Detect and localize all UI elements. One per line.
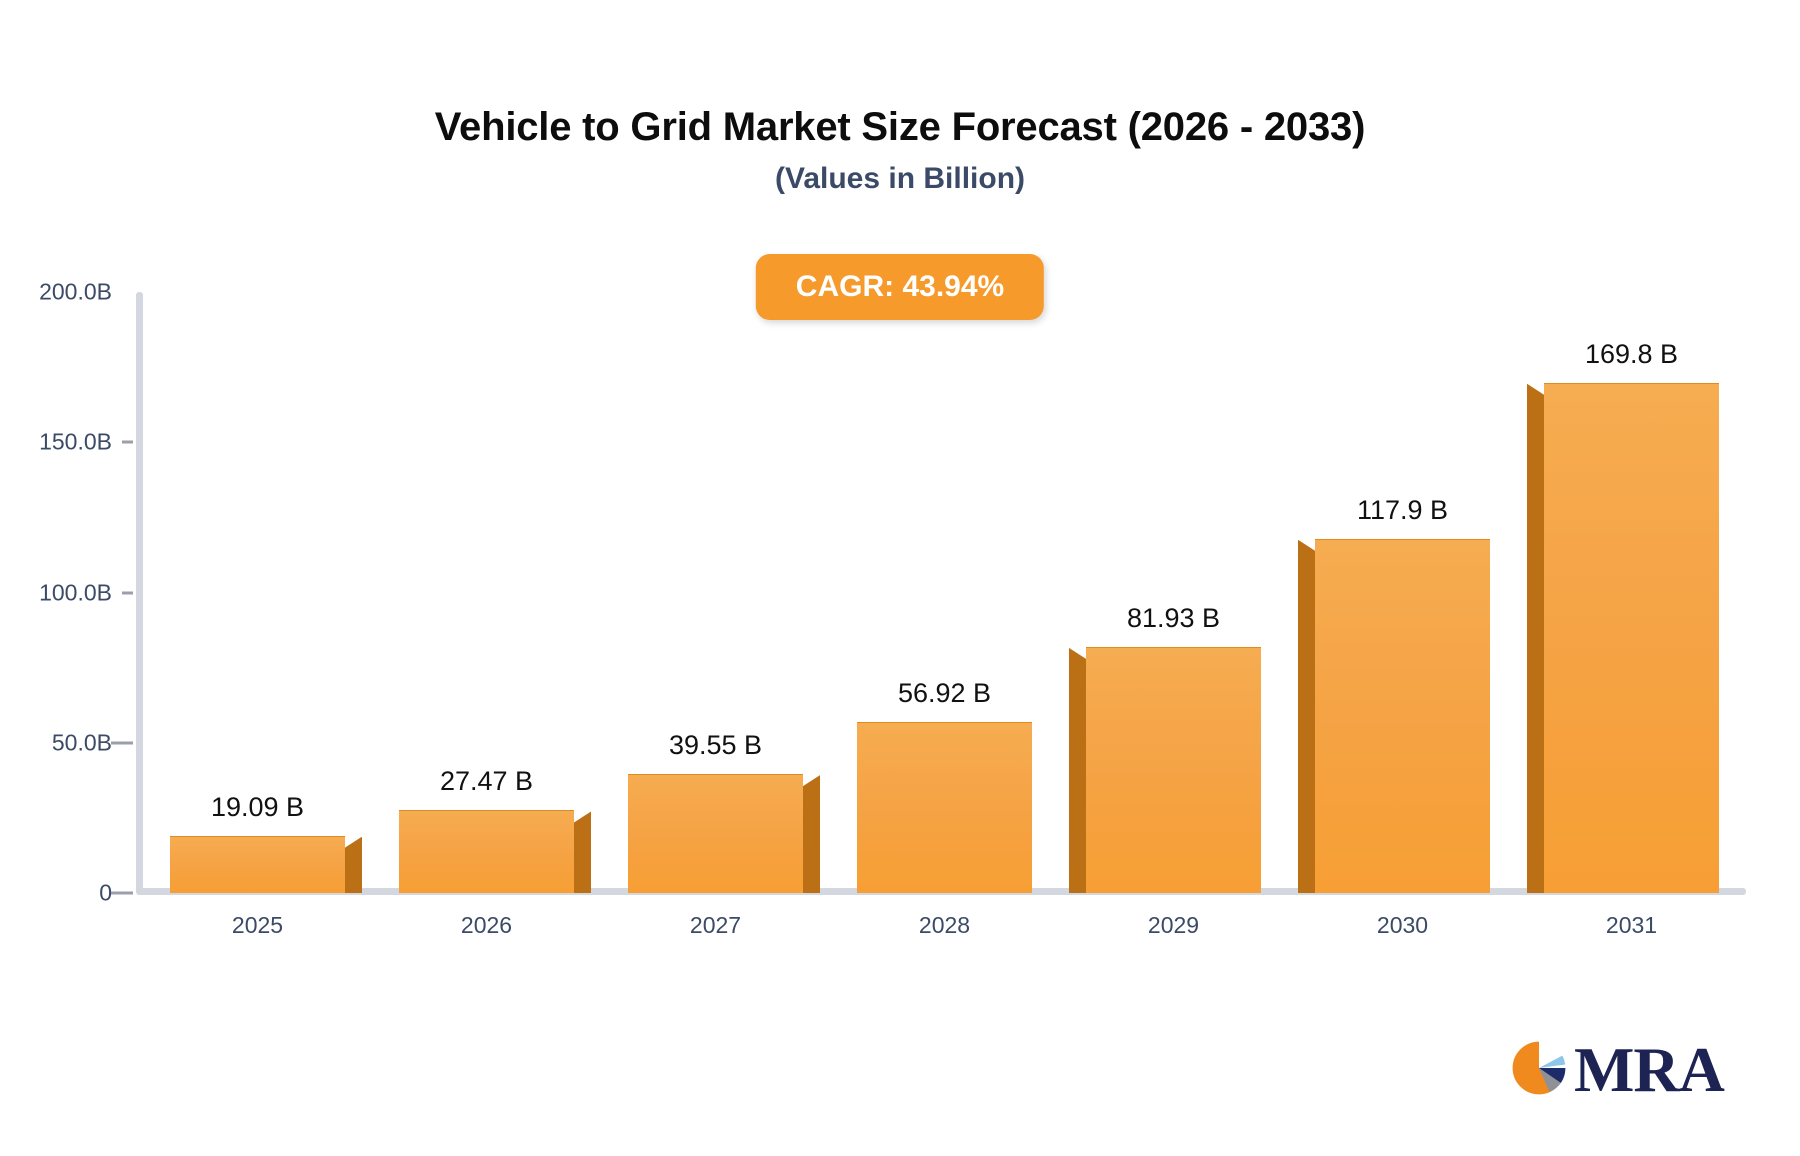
bar-face: 56.92 B [857, 678, 1032, 893]
x-tick-label: 2025 [231, 912, 284, 938]
bar-value-label: 56.92 B [897, 677, 992, 708]
bar-2031: 169.8 B [1527, 339, 1719, 893]
bar-side-face [345, 836, 362, 893]
bar-face: 81.93 B [1069, 603, 1261, 893]
title-block: Vehicle to Grid Market Size Forecast (20… [0, 104, 1800, 197]
y-tick-mark [111, 741, 133, 745]
bar-value-label: 81.93 B [1126, 602, 1221, 633]
bar-2030: 117.9 B [1298, 495, 1490, 893]
y-tick-mark [122, 591, 133, 594]
logo-text: MRA [1574, 1034, 1725, 1105]
y-tick-label: 150.0B [39, 428, 112, 455]
x-tick-label: 2028 [918, 912, 971, 938]
x-tick-label: 2030 [1376, 912, 1429, 938]
bar-side-face [1527, 383, 1544, 893]
bar-2028: 56.92 B [857, 678, 1032, 893]
bar-side-face [803, 775, 820, 893]
bar-value-label: 169.8 B [1584, 338, 1679, 369]
y-tick-label: 200.0B [39, 278, 112, 305]
pie-chart-icon [1510, 1039, 1568, 1102]
x-tick-label: 2026 [460, 912, 513, 938]
bar-value-label: 39.55 B [668, 730, 763, 761]
bar-face: 19.09 B [170, 792, 362, 893]
x-tick-label: 2029 [1147, 912, 1200, 938]
mra-logo: MRA [1510, 1034, 1725, 1105]
bar-face: 39.55 B [628, 730, 820, 893]
bar-side-face [1069, 647, 1086, 893]
x-tick-label: 2027 [689, 912, 742, 938]
bar-value-label: 27.47 B [439, 766, 534, 797]
y-tick-mark [122, 440, 133, 444]
bar-2026: 27.47 B [399, 766, 591, 893]
cagr-badge: CAGR: 43.94% [755, 254, 1045, 320]
bar-2027: 39.55 B [628, 730, 820, 893]
bar-2029: 81.93 B [1069, 603, 1261, 893]
x-tick-label: 2031 [1605, 912, 1658, 938]
bar-value-label: 117.9 B [1356, 494, 1449, 525]
y-tick-label: 100.0B [39, 579, 112, 605]
bar-2025: 19.09 B [170, 792, 362, 893]
y-axis-line [136, 292, 143, 893]
bar-side-face [1298, 539, 1315, 893]
bar-face: 27.47 B [399, 766, 591, 893]
bar-face: 117.9 B [1298, 495, 1490, 893]
y-tick-mark [111, 891, 133, 895]
bar-face: 169.8 B [1527, 339, 1719, 893]
bar-side-face [574, 811, 591, 893]
y-tick-label: 50.0B [51, 729, 112, 756]
page-title: Vehicle to Grid Market Size Forecast (20… [434, 105, 1366, 149]
chart-subtitle: (Values in Billion) [774, 162, 1026, 195]
bar-value-label: 19.09 B [210, 791, 305, 822]
y-tick-label: 0 [99, 879, 112, 906]
